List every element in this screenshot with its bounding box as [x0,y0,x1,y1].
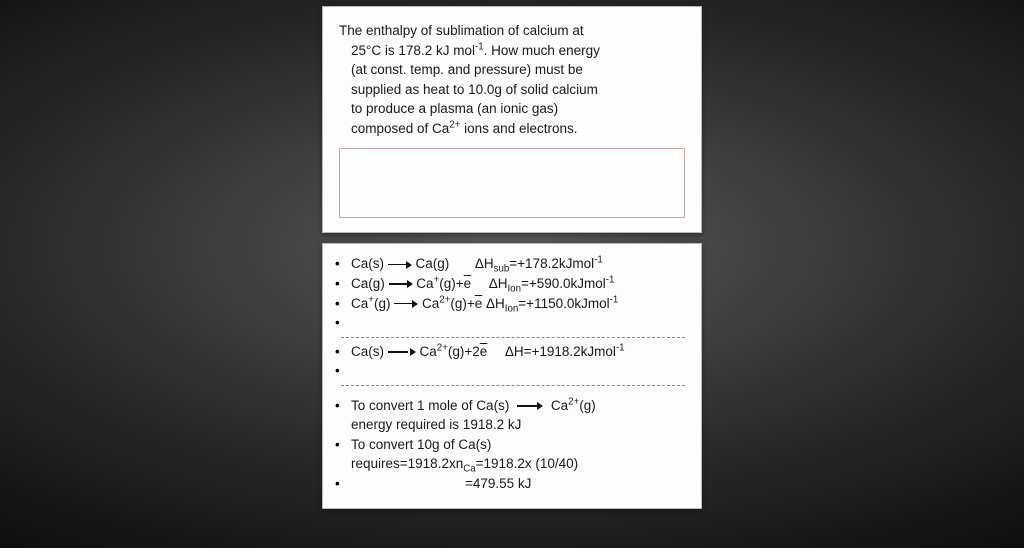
eq-lhs: Ca(s) [351,256,384,271]
convert-text: requires=1918.2xnCa=1918.2x (10/40) [351,454,685,474]
solution-panel: Ca(s) Ca(g) ΔHsub=+178.2kJmol-1 Ca(g) Ca… [322,243,702,508]
eq-sup: 2+ [439,294,450,305]
convert-row: To convert 1 mole of Ca(s) Ca2+(g) [345,396,685,416]
convert-text: To convert 10g of Ca(s) [351,437,491,452]
equation-row: Ca(g) Ca+(g)+e ΔHIon=+590.0kJmol-1 [345,274,685,294]
result-row: =479.55 kJ [345,474,685,494]
eq-rhs: (g)+ [450,296,474,311]
q-sup: 2+ [449,119,460,130]
arrow-icon [388,261,412,269]
eq-val: =+1150.0kJmol [518,296,609,311]
q-line: supplied as heat to 10.0g of solid calci… [339,80,598,100]
convert-text: Ca [551,398,568,413]
eq-rhs: Ca [420,344,437,359]
eq-lhs: Ca [351,296,368,311]
eq-rhs: (g)+2 [448,344,480,359]
eq-lhs: Ca(g) [351,276,385,291]
eq-dh: ΔH [505,344,524,359]
question-text: The enthalpy of sublimation of calcium a… [339,21,685,138]
eq-rhs: (g)+ [439,276,463,291]
arrow-icon [517,402,543,410]
q-line: (at const. temp. and pressure) must be [339,60,583,80]
calc-text: =1918.2x (10/40) [476,456,578,471]
spacer-row [345,313,685,333]
arrow-icon [388,348,416,356]
q-line: 25°C is 178.2 kJ mol [351,43,475,58]
eq-exp: -1 [610,294,619,305]
eq-rhs: Ca [416,276,433,291]
equation-row: Ca(s) Ca(g) ΔHsub=+178.2kJmol-1 [345,254,685,274]
dashed-separator [341,385,685,386]
eq-rhs: Ca [422,296,439,311]
eq-lhs: Ca(s) [351,344,384,359]
eq-sup: 2+ [568,396,579,407]
equation-row: Ca+(g) Ca2+(g)+e ΔHIon=+1150.0kJmol-1 [345,294,685,314]
spacer-row [345,361,685,381]
result-value: =479.55 kJ [465,476,531,491]
dashed-separator [341,337,685,338]
electron: e [464,276,472,291]
q-line: ions and electrons. [460,121,577,136]
eq-exp: -1 [606,274,615,285]
convert-text: (g) [579,398,596,413]
convert-row: To convert 10g of Ca(s) [345,435,685,455]
eq-rhs: Ca(g) [416,256,450,271]
question-panel: The enthalpy of sublimation of calcium a… [322,6,702,233]
q-line: composed of Ca [351,121,449,136]
eq-val: =+178.2kJmol [509,256,594,271]
q-line: . How much energy [484,43,600,58]
empty-frame [339,148,685,218]
arrow-icon [394,300,418,308]
convert-text: To convert 1 mole of Ca(s) [351,398,509,413]
slide-stack: The enthalpy of sublimation of calcium a… [322,6,702,509]
eq-sup: 2+ [437,342,448,353]
convert-text: energy required is 1918.2 kJ [351,415,685,435]
q-line: The enthalpy of sublimation of calcium a… [339,23,584,38]
eq-dh: ΔH [475,256,494,271]
eq-dh: ΔH [489,276,508,291]
eq-lhs: (g) [374,296,391,311]
eq-dh: ΔH [482,296,505,311]
q-sup: -1 [475,41,484,52]
arrow-icon [389,280,413,288]
eq-val: =+590.0kJmol [521,276,606,291]
electron: e [480,344,488,359]
equation-row: Ca(s) Ca2+(g)+2e ΔH=+1918.2kJmol-1 [345,342,685,362]
eq-val: =+1918.2kJmol [524,344,616,359]
eq-exp: -1 [616,342,625,353]
calc-text: requires=1918.2xn [351,456,463,471]
eq-exp: -1 [594,255,603,266]
q-line: to produce a plasma (an ionic gas) [339,99,558,119]
